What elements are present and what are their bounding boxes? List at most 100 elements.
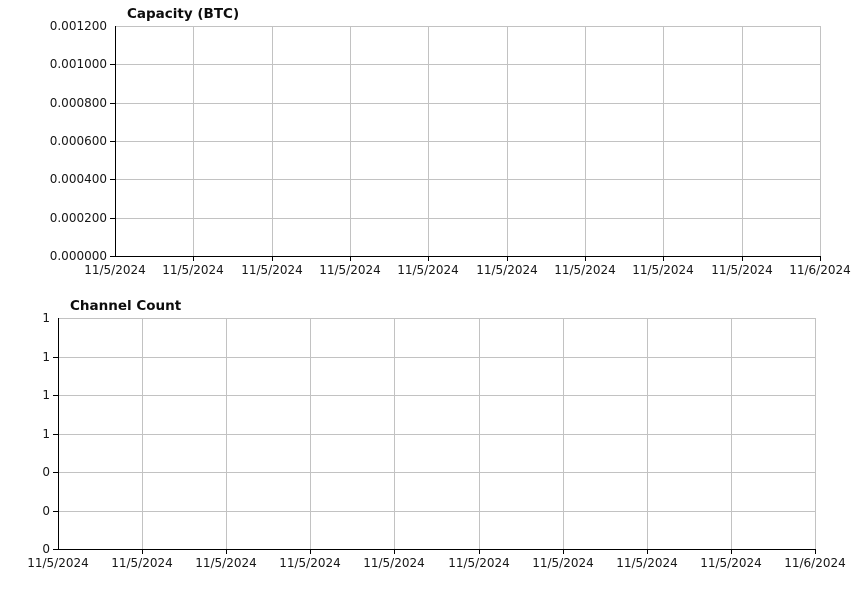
channel-count-y-axis-line (58, 318, 59, 550)
capacity-x-axis-label: 11/5/2024 (476, 263, 538, 277)
channel-count-gridline-vertical (731, 318, 732, 549)
capacity-gridline-vertical (585, 26, 586, 256)
capacity-x-axis-label: 11/6/2024 (789, 263, 851, 277)
channel-count-chart-title: Channel Count (70, 298, 182, 314)
channel-count-x-tick (142, 549, 143, 554)
channel-count-x-axis-label: 11/5/2024 (532, 556, 594, 570)
capacity-gridline-vertical (428, 26, 429, 256)
channel-count-x-tick (563, 549, 564, 554)
capacity-gridline-horizontal (116, 64, 820, 65)
capacity-y-tick (110, 256, 115, 257)
capacity-gridline-horizontal (116, 26, 820, 27)
capacity-chart-title: Capacity (BTC) (127, 6, 240, 22)
capacity-y-axis-label: 0.000600 (49, 134, 107, 148)
channel-count-y-tick (53, 549, 58, 550)
capacity-x-axis-label: 11/5/2024 (319, 263, 381, 277)
channel-count-x-axis-label: 11/6/2024 (784, 556, 846, 570)
channel-count-x-axis-label: 11/5/2024 (363, 556, 425, 570)
capacity-gridline-vertical (272, 26, 273, 256)
channel-count-x-axis-line (58, 549, 816, 550)
channel-count-gridline-vertical (226, 318, 227, 549)
channel-count-gridline-vertical (479, 318, 480, 549)
capacity-x-tick (272, 256, 273, 261)
channel-count-gridline-vertical (394, 318, 395, 549)
capacity-x-axis-label: 11/5/2024 (397, 263, 459, 277)
channel-count-plot-area[interactable] (59, 318, 815, 549)
capacity-x-tick (585, 256, 586, 261)
channel-count-y-axis-label: 0 (42, 465, 50, 479)
channel-count-y-axis-label: 1 (42, 311, 50, 325)
channel-count-x-axis-label: 11/5/2024 (195, 556, 257, 570)
capacity-gridline-horizontal (116, 103, 820, 104)
channel-count-gridline-horizontal (59, 395, 815, 396)
channel-count-gridline-vertical (563, 318, 564, 549)
channel-count-x-tick (394, 549, 395, 554)
channel-count-x-axis-label: 11/5/2024 (700, 556, 762, 570)
channel-count-x-tick (731, 549, 732, 554)
capacity-y-tick (110, 64, 115, 65)
capacity-x-axis-line (115, 256, 821, 257)
channel-count-gridline-vertical (647, 318, 648, 549)
capacity-x-axis-label: 11/5/2024 (632, 263, 694, 277)
capacity-x-tick (507, 256, 508, 261)
capacity-gridline-horizontal (116, 141, 820, 142)
channel-count-x-axis-label: 11/5/2024 (111, 556, 173, 570)
capacity-x-axis-label: 11/5/2024 (554, 263, 616, 277)
capacity-x-tick (350, 256, 351, 261)
capacity-y-tick (110, 103, 115, 104)
capacity-y-axis-label: 0.000400 (49, 172, 107, 186)
channel-count-x-axis-label: 11/5/2024 (616, 556, 678, 570)
channel-count-x-tick (479, 549, 480, 554)
channel-count-y-tick (53, 472, 58, 473)
channel-count-gridline-horizontal (59, 472, 815, 473)
channel-count-y-axis-label: 1 (42, 388, 50, 402)
capacity-y-axis-label: 0.001000 (49, 57, 107, 71)
capacity-x-axis-label: 11/5/2024 (711, 263, 773, 277)
capacity-x-axis-label: 11/5/2024 (84, 263, 146, 277)
capacity-y-tick (110, 141, 115, 142)
capacity-gridline-vertical (193, 26, 194, 256)
capacity-y-axis-line (115, 26, 116, 257)
channel-count-y-axis-label: 1 (42, 427, 50, 441)
channel-count-gridline-vertical (815, 318, 816, 549)
capacity-y-tick (110, 218, 115, 219)
channel-count-y-tick (53, 357, 58, 358)
capacity-y-axis-label: 0.000000 (49, 249, 107, 263)
capacity-y-axis-label: 0.000800 (49, 96, 107, 110)
channel-count-x-tick (815, 549, 816, 554)
channel-count-gridline-horizontal (59, 318, 815, 319)
capacity-gridline-horizontal (116, 218, 820, 219)
capacity-gridline-horizontal (116, 179, 820, 180)
capacity-gridline-vertical (350, 26, 351, 256)
channel-count-x-axis-label: 11/5/2024 (448, 556, 510, 570)
channel-count-x-tick (310, 549, 311, 554)
channel-count-y-axis-label: 0 (42, 504, 50, 518)
channel-count-y-axis-label: 1 (42, 350, 50, 364)
channel-count-x-tick (647, 549, 648, 554)
capacity-x-tick (663, 256, 664, 261)
channel-count-x-axis-label: 11/5/2024 (27, 556, 89, 570)
capacity-x-axis-label: 11/5/2024 (162, 263, 224, 277)
capacity-gridline-vertical (742, 26, 743, 256)
channel-count-y-axis-label: 0 (42, 542, 50, 556)
capacity-plot-area[interactable] (116, 26, 820, 256)
capacity-x-tick (742, 256, 743, 261)
capacity-x-tick (428, 256, 429, 261)
capacity-x-tick (193, 256, 194, 261)
channel-count-y-tick (53, 434, 58, 435)
channel-count-gridline-horizontal (59, 511, 815, 512)
capacity-x-tick (820, 256, 821, 261)
channel-count-gridline-horizontal (59, 434, 815, 435)
channel-count-y-tick (53, 511, 58, 512)
capacity-y-axis-label: 0.000200 (49, 211, 107, 225)
capacity-gridline-vertical (663, 26, 664, 256)
channel-count-y-tick (53, 395, 58, 396)
capacity-gridline-vertical (507, 26, 508, 256)
channel-count-gridline-vertical (310, 318, 311, 549)
channel-count-x-tick (226, 549, 227, 554)
capacity-x-axis-label: 11/5/2024 (241, 263, 303, 277)
channel-count-gridline-horizontal (59, 357, 815, 358)
capacity-y-tick (110, 179, 115, 180)
channel-count-gridline-vertical (142, 318, 143, 549)
capacity-y-axis-label: 0.001200 (49, 19, 107, 33)
